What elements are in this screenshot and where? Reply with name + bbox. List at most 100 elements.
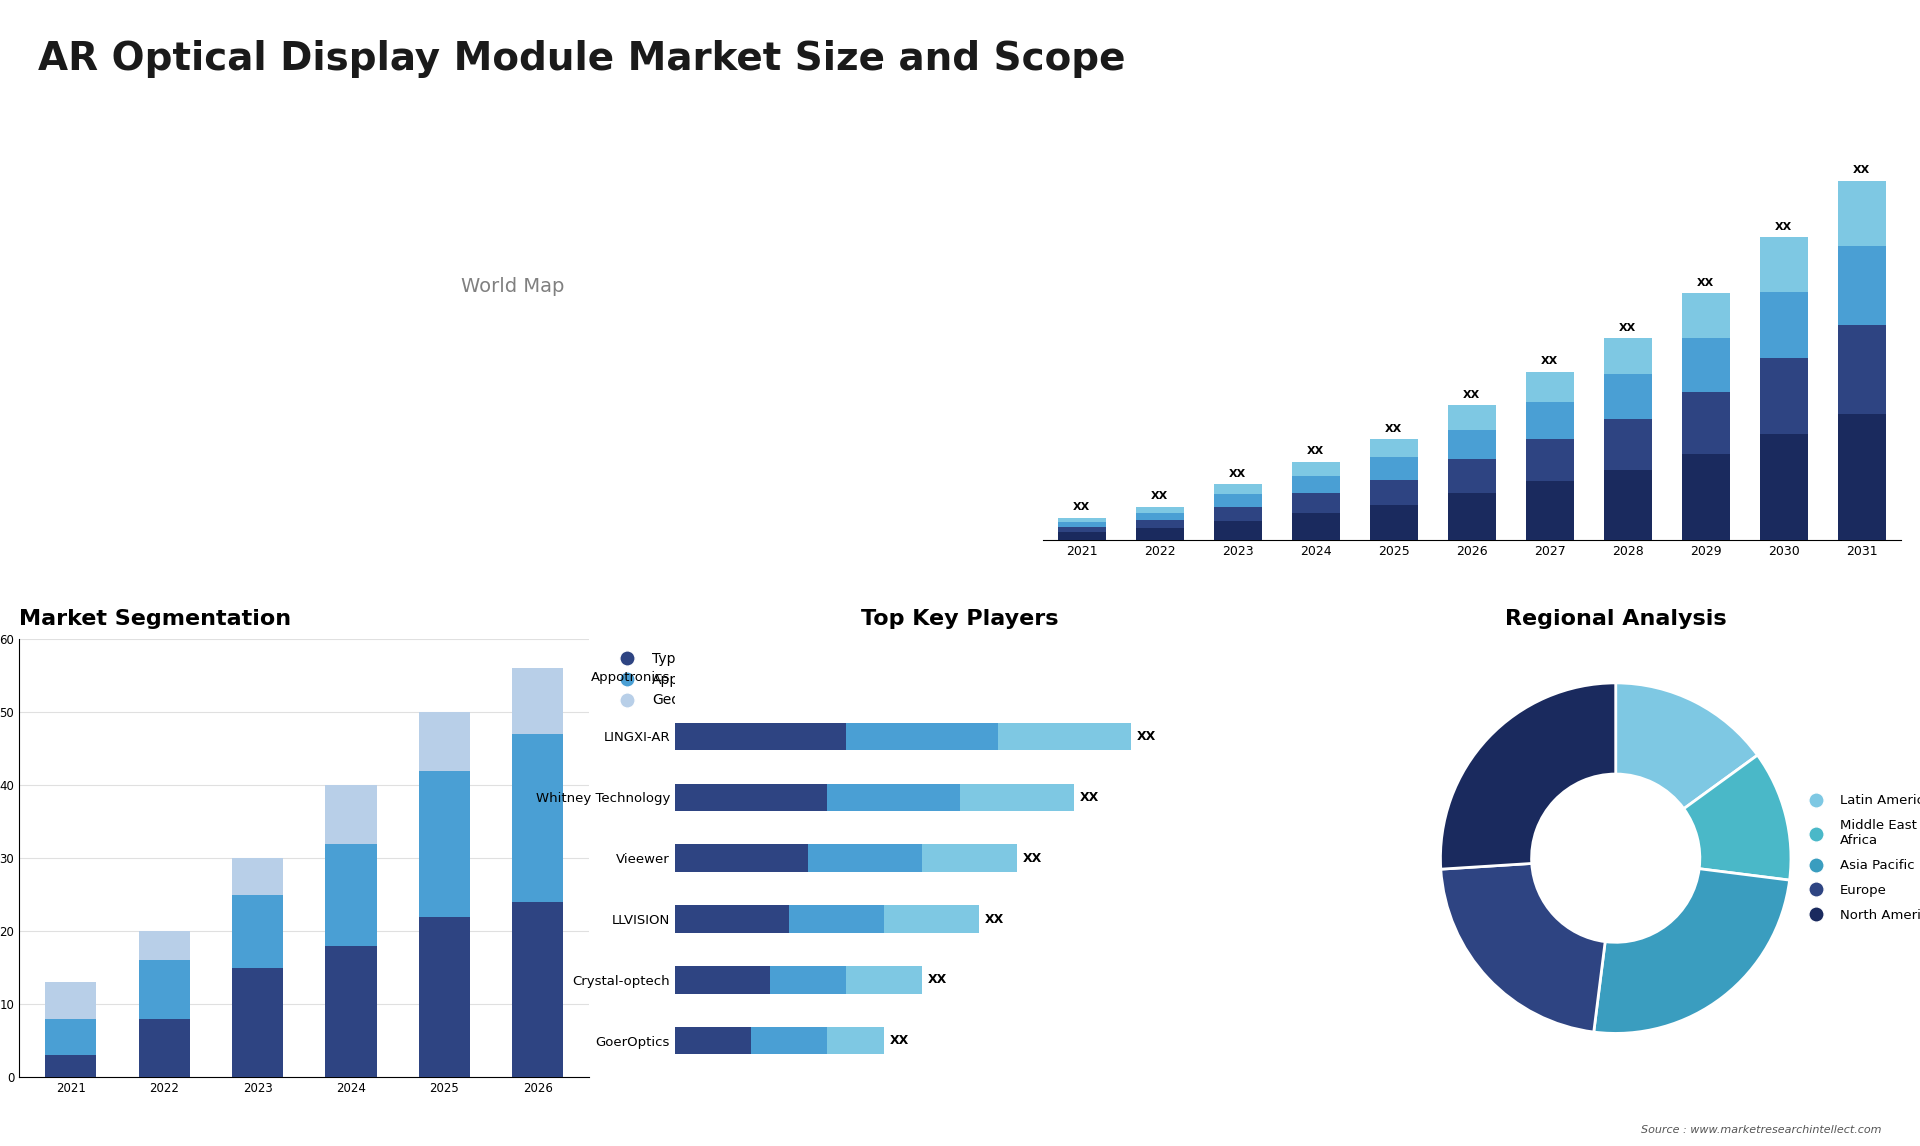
Bar	[44, 982, 96, 1019]
Legend: Latin America, Middle East &
Africa, Asia Pacific, Europe, North America: Latin America, Middle East & Africa, Asi…	[1797, 790, 1920, 927]
Bar	[676, 723, 847, 751]
Text: XX: XX	[1619, 323, 1636, 332]
Bar	[1213, 484, 1261, 494]
Bar	[960, 784, 1073, 811]
Legend: Type, Application, Geography: Type, Application, Geography	[609, 646, 735, 713]
Text: Market Segmentation: Market Segmentation	[19, 610, 292, 629]
Bar	[1058, 518, 1106, 521]
Bar	[138, 1019, 190, 1077]
Bar	[324, 843, 376, 945]
Bar	[922, 845, 1018, 872]
Bar	[828, 784, 960, 811]
Bar	[513, 735, 563, 902]
Wedge shape	[1440, 863, 1605, 1033]
Text: XX: XX	[1229, 469, 1246, 479]
Bar	[1448, 406, 1496, 430]
Bar	[883, 905, 979, 933]
Bar	[232, 895, 284, 967]
Bar	[1682, 392, 1730, 454]
Bar	[676, 1027, 751, 1054]
Bar	[751, 1027, 828, 1054]
Bar	[1759, 291, 1809, 359]
Bar	[1837, 415, 1885, 540]
Bar	[998, 723, 1131, 751]
Bar	[1213, 520, 1261, 540]
Bar	[1837, 324, 1885, 415]
Title: Regional Analysis: Regional Analysis	[1505, 610, 1726, 629]
Bar	[1448, 493, 1496, 540]
Text: XX: XX	[1073, 502, 1091, 512]
Bar	[138, 960, 190, 1019]
Bar	[1369, 439, 1419, 457]
Bar	[1682, 293, 1730, 338]
Bar	[44, 1019, 96, 1055]
Bar	[1292, 493, 1340, 512]
Bar	[1135, 528, 1185, 540]
Text: XX: XX	[1542, 356, 1559, 367]
Bar	[1369, 480, 1419, 505]
Bar	[1135, 507, 1185, 512]
Bar	[1213, 494, 1261, 507]
Bar	[1058, 521, 1106, 527]
Bar	[1369, 457, 1419, 480]
Bar	[1135, 520, 1185, 528]
Bar	[44, 1055, 96, 1077]
Bar	[1292, 476, 1340, 493]
Bar	[1213, 507, 1261, 520]
Bar	[1759, 359, 1809, 434]
Text: XX: XX	[985, 912, 1004, 926]
Bar	[232, 967, 284, 1077]
Text: World Map: World Map	[461, 277, 564, 296]
Bar	[513, 902, 563, 1077]
Text: XX: XX	[927, 973, 947, 987]
Bar	[513, 668, 563, 735]
Bar	[847, 723, 998, 751]
Bar	[808, 845, 922, 872]
Bar	[1292, 512, 1340, 540]
Text: AR Optical Display Module Market Size and Scope: AR Optical Display Module Market Size an…	[38, 40, 1125, 78]
Text: XX: XX	[1853, 165, 1870, 175]
Bar	[1526, 439, 1574, 481]
Text: XX: XX	[1776, 221, 1793, 231]
Bar	[1682, 338, 1730, 392]
Bar	[770, 966, 847, 994]
Bar	[1603, 470, 1651, 540]
Bar	[676, 845, 808, 872]
Text: XX: XX	[1308, 446, 1325, 456]
Bar	[1526, 481, 1574, 540]
Bar	[232, 858, 284, 895]
Text: XX: XX	[1152, 492, 1169, 501]
Bar	[1292, 462, 1340, 476]
Wedge shape	[1684, 755, 1791, 880]
Text: Source : www.marketresearchintellect.com: Source : www.marketresearchintellect.com	[1642, 1124, 1882, 1135]
Bar	[1058, 527, 1106, 533]
Bar	[1759, 434, 1809, 540]
Bar	[676, 966, 770, 994]
Bar	[676, 784, 828, 811]
Text: XX: XX	[1079, 791, 1098, 803]
Bar	[1759, 237, 1809, 291]
Bar	[1448, 430, 1496, 460]
Bar	[1058, 533, 1106, 540]
Text: XX: XX	[1463, 390, 1480, 400]
Bar	[1682, 454, 1730, 540]
Bar	[676, 905, 789, 933]
Bar	[1837, 181, 1885, 245]
Wedge shape	[1594, 869, 1789, 1034]
Text: XX: XX	[1137, 730, 1156, 743]
Bar	[847, 966, 922, 994]
Wedge shape	[1617, 683, 1757, 809]
Bar	[1603, 375, 1651, 419]
Bar	[1603, 338, 1651, 375]
Bar	[324, 785, 376, 843]
Bar	[324, 945, 376, 1077]
Text: XX: XX	[1023, 851, 1043, 865]
Bar	[828, 1027, 883, 1054]
Title: Top Key Players: Top Key Players	[862, 610, 1058, 629]
Wedge shape	[1440, 683, 1617, 869]
Bar	[419, 712, 470, 770]
Bar	[1526, 402, 1574, 439]
Text: XX: XX	[1384, 424, 1402, 434]
Bar	[138, 932, 190, 960]
Bar	[1603, 419, 1651, 470]
